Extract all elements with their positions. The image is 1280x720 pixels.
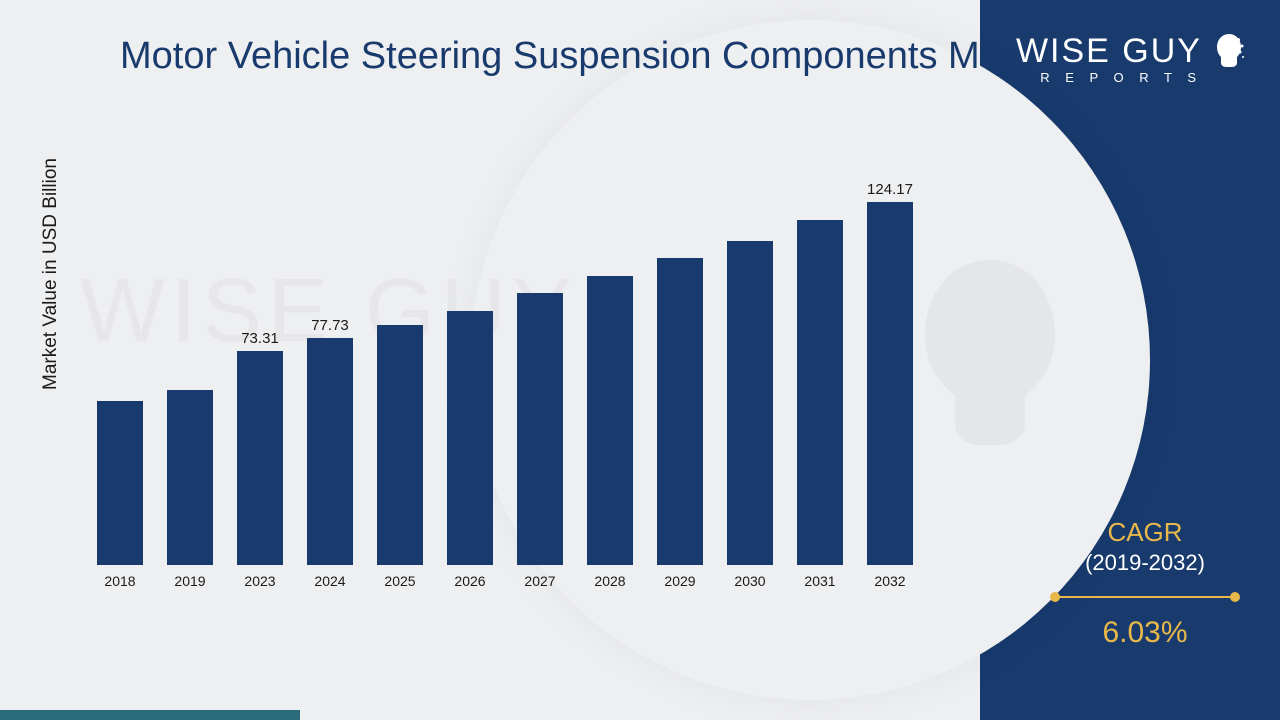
x-tick-label: 2018: [95, 573, 145, 589]
bar-wrap: 77.73: [305, 338, 355, 565]
cagr-block: CAGR (2019-2032) 6.03%: [1055, 517, 1235, 650]
bar: [657, 258, 703, 565]
x-tick-label: 2029: [655, 573, 705, 589]
brand-logo: WISE GUY R E P O R T S: [1016, 30, 1250, 85]
footer-accent-bar: [0, 710, 300, 720]
logo-text-sub: R E P O R T S: [1016, 70, 1202, 85]
bar-wrap: 124.17: [865, 202, 915, 565]
bar-value-label: 124.17: [867, 181, 913, 198]
bar-wrap: [585, 276, 635, 565]
bar-value-label: 77.73: [311, 317, 349, 334]
x-tick-label: 2019: [165, 573, 215, 589]
logo-text-main: WISE GUY: [1016, 32, 1202, 71]
bar-wrap: [725, 241, 775, 565]
bar-wrap: [445, 311, 495, 565]
bar: [167, 390, 213, 565]
x-tick-label: 2025: [375, 573, 425, 589]
bar: [307, 338, 353, 565]
x-tick-label: 2023: [235, 573, 285, 589]
bar-wrap: [795, 220, 845, 565]
x-tick-label: 2024: [305, 573, 355, 589]
cagr-label: CAGR: [1055, 517, 1235, 548]
bar-chart: 73.3177.73124.17 20182019202320242025202…: [95, 185, 915, 585]
bar-wrap: [165, 390, 215, 565]
bar-wrap: [655, 258, 705, 565]
bar-wrap: [515, 293, 565, 565]
cagr-value: 6.03%: [1055, 616, 1235, 650]
bar-wrap: 73.31: [235, 351, 285, 565]
x-tick-label: 2028: [585, 573, 635, 589]
x-tick-label: 2030: [725, 573, 775, 589]
x-tick-label: 2026: [445, 573, 495, 589]
bar: [797, 220, 843, 565]
bar-wrap: [95, 401, 145, 565]
x-tick-label: 2027: [515, 573, 565, 589]
bar: [727, 241, 773, 565]
cagr-period: (2019-2032): [1055, 550, 1235, 576]
chart-title: Motor Vehicle Steering Suspension Compon…: [120, 35, 1064, 79]
bar: [517, 293, 563, 565]
bar: [237, 351, 283, 565]
bar: [447, 311, 493, 565]
x-tick-label: 2031: [795, 573, 845, 589]
cagr-divider: [1055, 596, 1235, 598]
x-tick-label: 2032: [865, 573, 915, 589]
y-axis-label: Market Value in USD Billion: [40, 158, 62, 390]
bar-value-label: 73.31: [241, 330, 279, 347]
bar: [867, 202, 913, 565]
bar-wrap: [375, 325, 425, 565]
head-icon: [1208, 30, 1250, 72]
bar: [587, 276, 633, 565]
bar: [97, 401, 143, 565]
bar: [377, 325, 423, 565]
